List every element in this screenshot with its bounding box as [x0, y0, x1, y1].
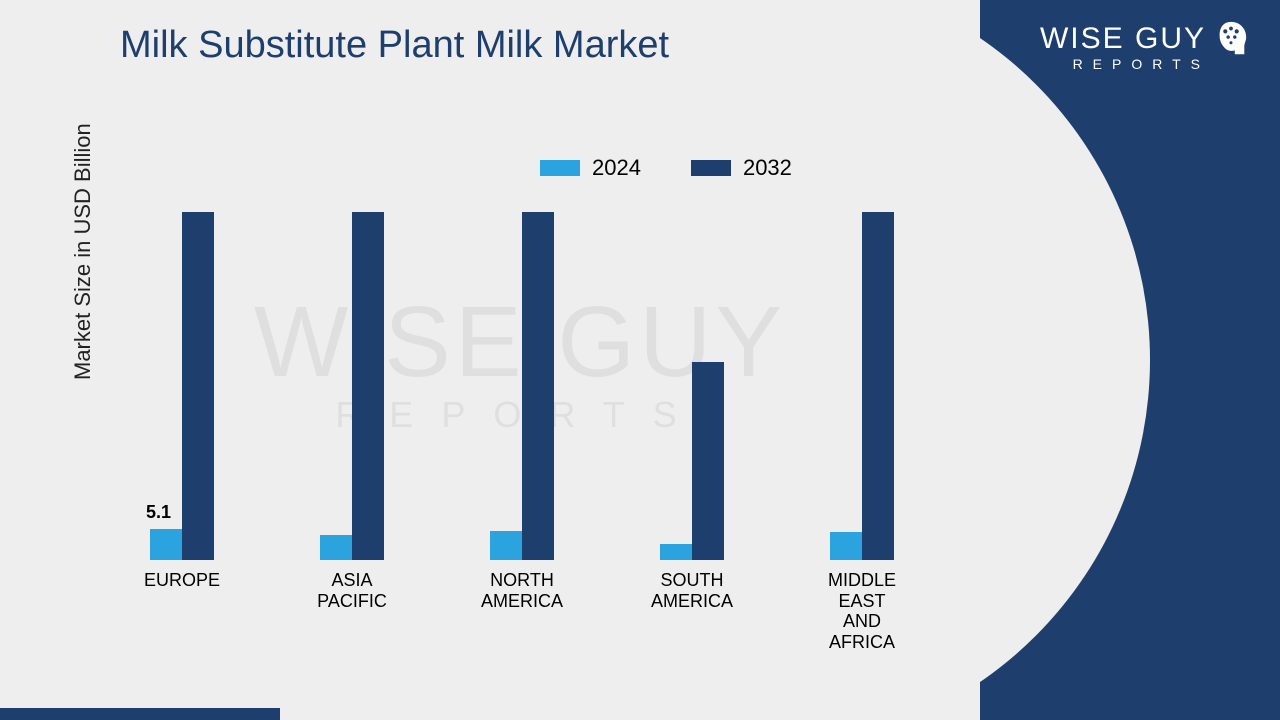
- bar: [522, 212, 554, 560]
- bar-chart: EUROPEASIAPACIFICNORTHAMERICASOUTHAMERIC…: [120, 200, 940, 560]
- legend-item: 2032: [691, 155, 792, 181]
- legend-swatch: [691, 160, 731, 176]
- legend-item: 2024: [540, 155, 641, 181]
- head-icon: [1212, 20, 1250, 58]
- legend: 2024 2032: [540, 155, 792, 181]
- bar: [830, 532, 862, 560]
- x-axis-label: SOUTHAMERICA: [622, 570, 762, 611]
- bar: [862, 212, 894, 560]
- bar: [352, 212, 384, 560]
- bar: [182, 212, 214, 560]
- chart-title: Milk Substitute Plant Milk Market: [120, 24, 669, 67]
- x-axis-label: EUROPE: [112, 570, 252, 591]
- bar: [490, 531, 522, 560]
- bar: [692, 362, 724, 560]
- y-axis-label: Market Size in USD Billion: [70, 123, 96, 380]
- legend-swatch: [540, 160, 580, 176]
- x-axis-label: NORTHAMERICA: [452, 570, 592, 611]
- chart-stage: WISE GUY REPORTS WISE GUY REPORTS Milk S…: [0, 0, 1280, 720]
- legend-label: 2024: [592, 155, 641, 181]
- logo-line1: WISE GUY: [1040, 22, 1206, 56]
- bar: [320, 535, 352, 560]
- brand-logo: WISE GUY REPORTS: [1040, 20, 1250, 72]
- x-axis-label: ASIAPACIFIC: [282, 570, 422, 611]
- bar: [660, 544, 692, 560]
- footer-accent-bar: [0, 708, 280, 720]
- logo-line2: REPORTS: [1040, 56, 1250, 72]
- x-axis-label: MIDDLEEASTANDAFRICA: [792, 570, 932, 653]
- data-label: 5.1: [146, 502, 171, 523]
- bar: [150, 529, 182, 560]
- legend-label: 2032: [743, 155, 792, 181]
